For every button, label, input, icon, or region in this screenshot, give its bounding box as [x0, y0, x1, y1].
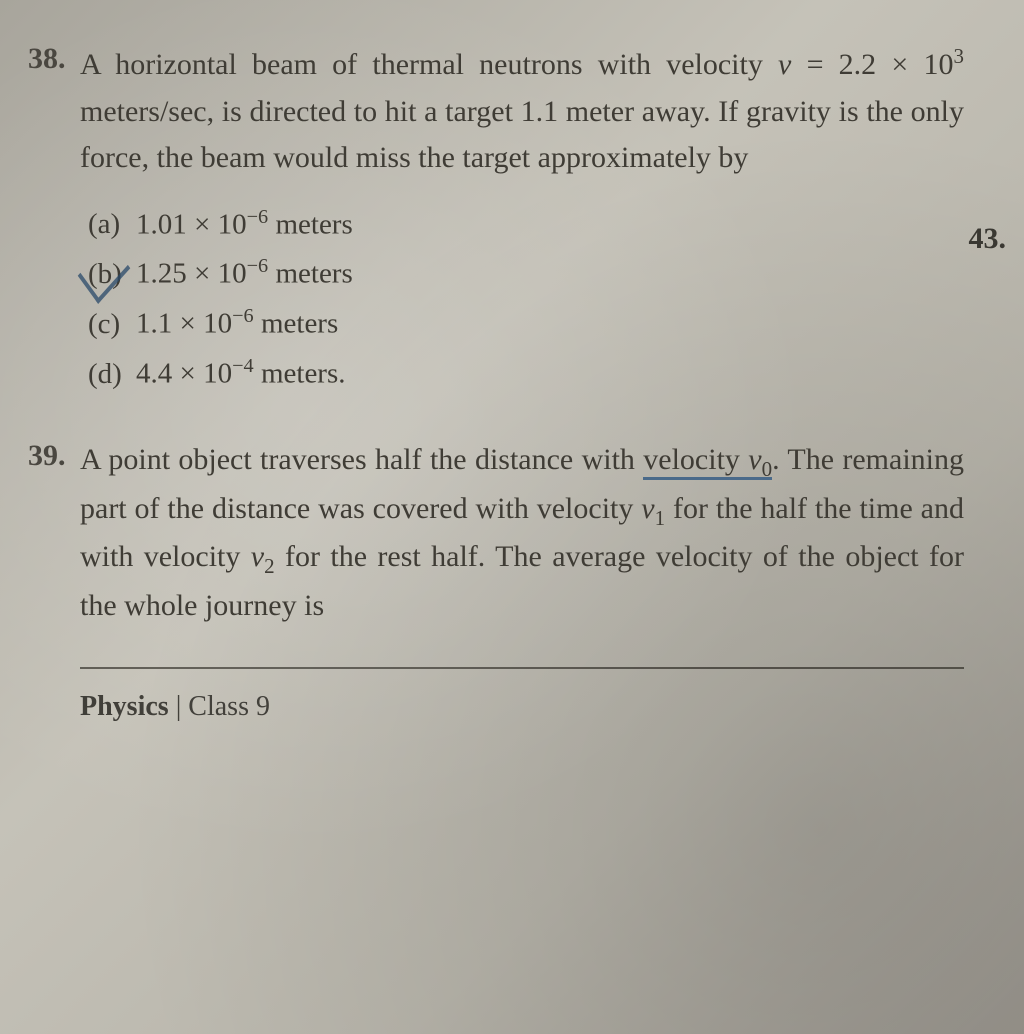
footer-separator: | [169, 691, 189, 722]
option-exp: −6 [247, 255, 269, 277]
footer-divider: Physics | Class 9 [80, 667, 964, 723]
option-value-post: meters [254, 308, 339, 340]
option-c: (c)1.1 × 10−6 meters [88, 299, 964, 349]
question-39: 39. A point object traverses half the di… [80, 437, 964, 629]
option-b: (b)1.25 × 10−6 meters [88, 249, 964, 299]
q39-var-v1: v [641, 492, 654, 525]
q39-sub1: 1 [655, 506, 666, 530]
option-value-pre: 1.1 × 10 [136, 308, 232, 340]
option-value-post: meters [268, 208, 353, 240]
q38-text-part1: A horizontal beam of thermal neutrons wi… [80, 48, 778, 81]
option-value-post: meters [268, 258, 353, 290]
option-value-pre: 1.25 × 10 [136, 258, 247, 290]
question-number: 39. [28, 439, 66, 473]
question-38: 38. A horizontal beam of thermal neutron… [80, 40, 964, 399]
option-value-pre: 1.01 × 10 [136, 208, 247, 240]
option-label: (b) [88, 250, 136, 299]
option-value-pre: 4.4 × 10 [136, 358, 232, 390]
options-list: (a)1.01 × 10−6 meters (b)1.25 × 10−6 met… [80, 200, 964, 400]
q39-sub0: 0 [762, 457, 773, 481]
option-label: (a) [88, 200, 136, 249]
option-label: (c) [88, 300, 136, 349]
q39-var-v0: v [748, 443, 761, 476]
option-d: (d)4.4 × 10−4 meters. [88, 349, 964, 399]
q38-exp: 3 [953, 44, 964, 68]
option-label: (d) [88, 350, 136, 399]
question-text: A point object traverses half the distan… [80, 437, 964, 629]
option-value-post: meters. [254, 358, 346, 390]
q39-underlined-velocity: velocity v0 [643, 443, 772, 480]
q39-text-part2: velocity [643, 443, 748, 476]
q39-text-part1: A point object traverses half the distan… [80, 443, 643, 476]
footer-grade: Class 9 [188, 691, 270, 722]
option-exp: −6 [232, 305, 254, 327]
footer-text: Physics | Class 9 [80, 691, 964, 723]
option-a: (a)1.01 × 10−6 meters [88, 200, 964, 250]
side-reference-number: 43. [969, 222, 1007, 256]
footer-subject: Physics [80, 691, 169, 722]
option-exp: −4 [232, 355, 254, 377]
question-number: 38. [28, 42, 66, 76]
option-exp: −6 [247, 206, 269, 228]
q38-text-part3: = 2.2 × 10 [791, 48, 953, 81]
question-text: A horizontal beam of thermal neutrons wi… [80, 40, 964, 182]
q39-sub2: 2 [264, 554, 275, 578]
q38-var-v: v [778, 48, 791, 81]
q38-text-part5: meters/sec, is directed to hit a target … [80, 95, 964, 175]
q39-var-v2: v [251, 540, 264, 573]
